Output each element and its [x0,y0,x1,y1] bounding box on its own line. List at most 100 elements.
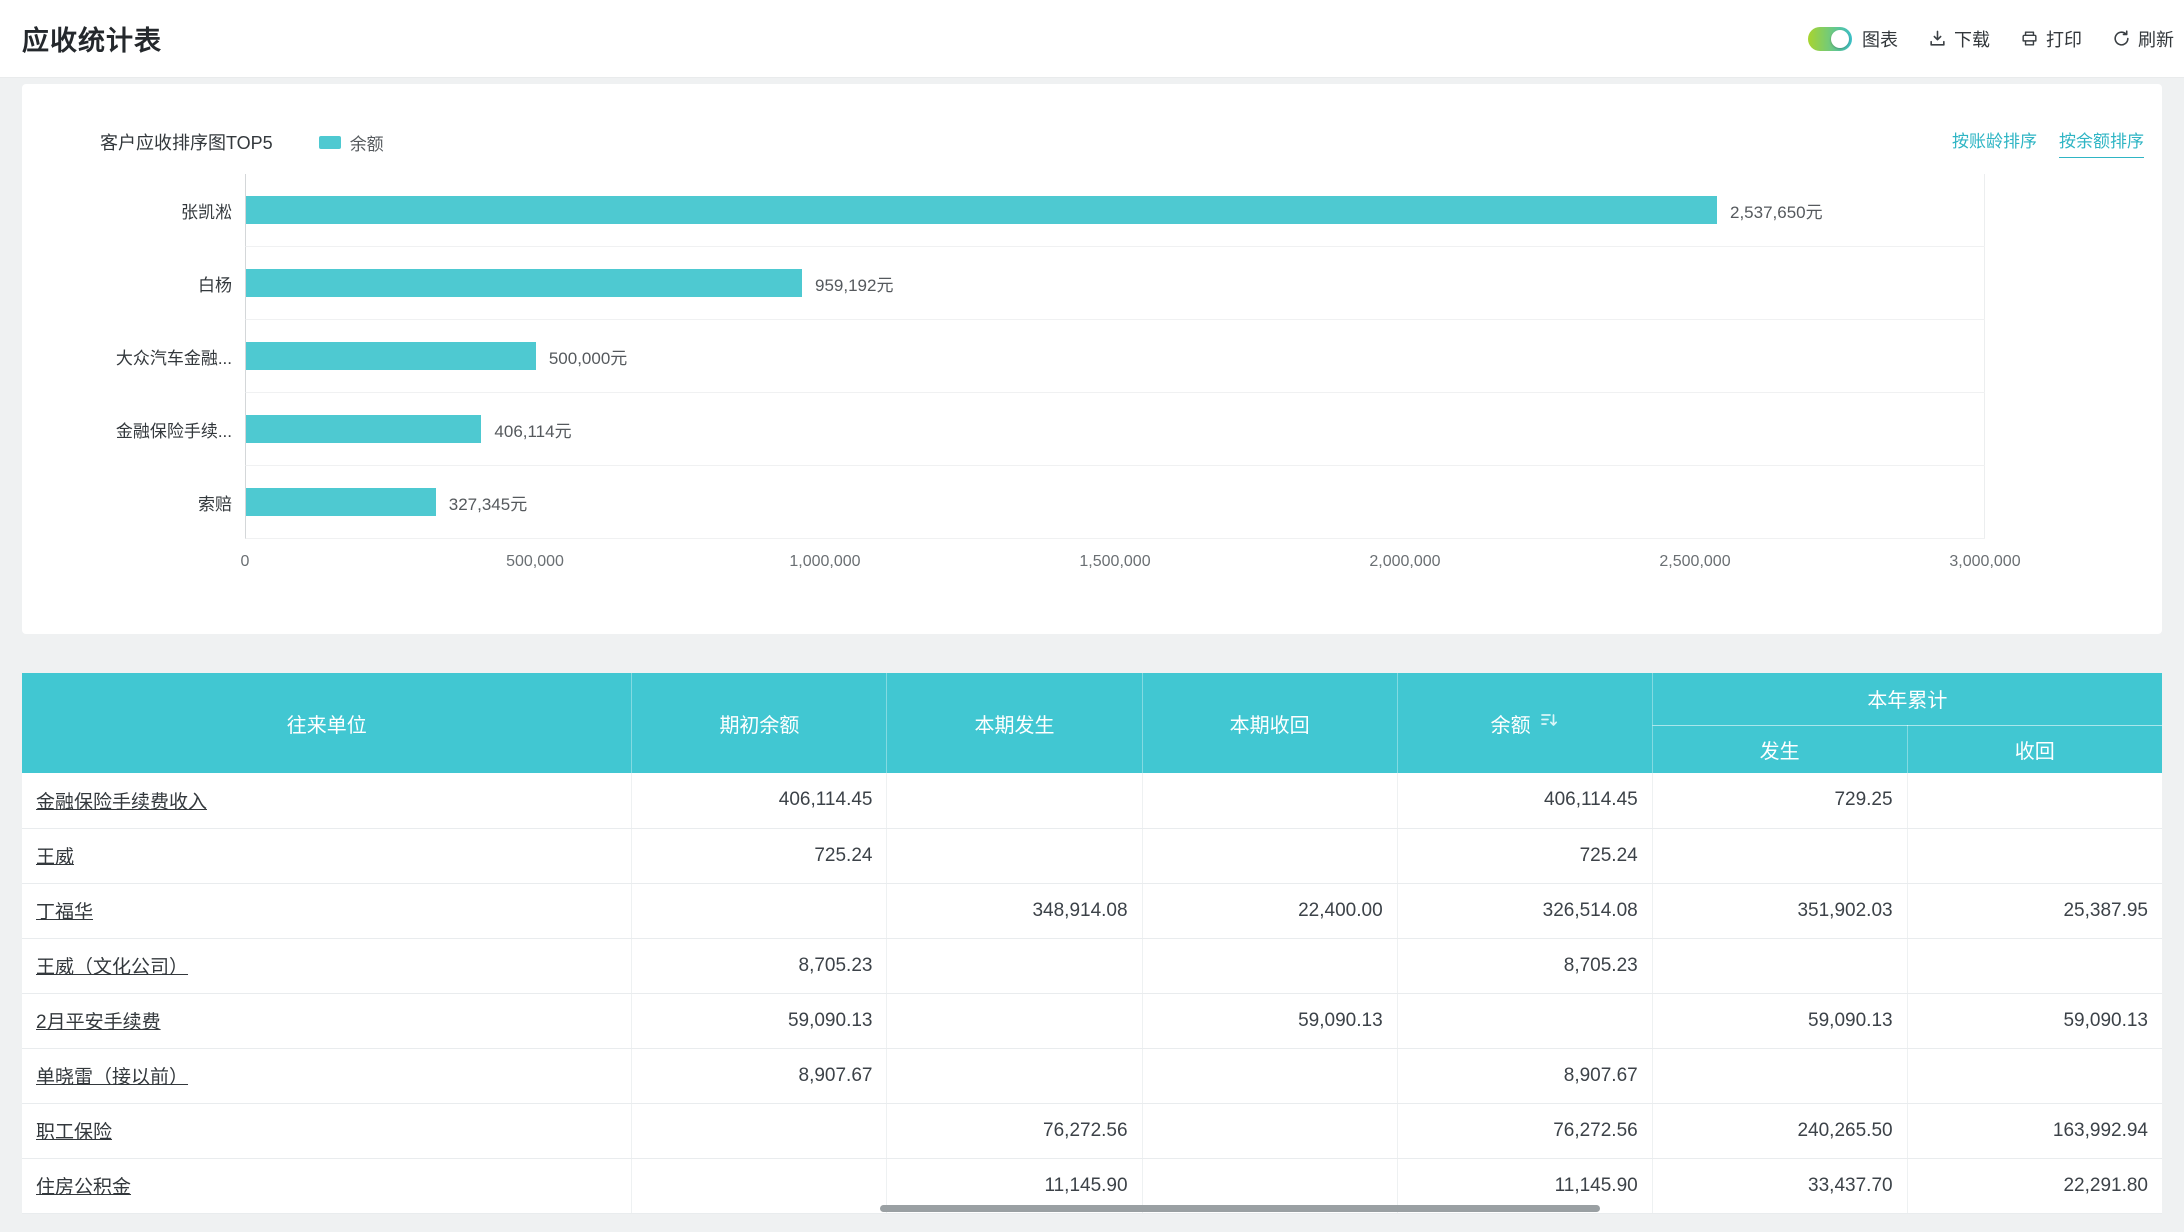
chart-legend: 余额 [318,130,384,155]
cell-ytd-recovered: 59,090.13 [1907,993,2162,1049]
col-header-current-incurred: 本期发生 [886,673,1143,773]
cell-ytd-recovered: 163,992.94 [1907,1103,2162,1159]
cell-balance: 8,705.23 [1397,938,1653,994]
receivables-table: 往来单位 期初余额 本期发生 本期收回 余额 本年累计 [22,673,2162,1214]
download-button[interactable]: 下载 [1928,26,1990,52]
cell-ytd-incurred: 351,902.03 [1652,883,1908,939]
print-button[interactable]: 打印 [2020,26,2082,52]
col-header-ytd-incurred: 发生 [1652,725,1908,773]
bar-value-label: 500,000元 [548,348,628,368]
cell-balance: 725.24 [1397,828,1653,884]
bar-chart: 张凯淞 2,537,650元 白杨 959,192元 大众汽车金融... 500… [22,174,2162,579]
cell-recovered [1142,773,1398,829]
cell-balance [1397,993,1653,1049]
company-link[interactable]: 职工保险 [36,1122,113,1143]
cell-incurred [886,993,1143,1049]
x-tick-label: 2,500,000 [1659,553,1731,570]
sort-by-balance-link[interactable]: 按余额排序 [2059,127,2144,158]
bar-track: 327,345元 [245,466,1985,539]
cell-balance: 76,272.56 [1397,1103,1653,1159]
cell-opening: 725.24 [631,828,888,884]
chart-title: 客户应收排序图TOP5 [100,133,273,153]
bar-category-label: 索赔 [198,495,232,514]
chart-toggle-label: 图表 [1862,29,1898,50]
chart-header: 客户应收排序图TOP5 余额 按账龄排序 按余额排序 [22,84,2162,174]
bar-row: 白杨 959,192元 [22,247,2162,320]
company-link[interactable]: 丁福华 [36,902,94,923]
col-header-company: 往来单位 [22,673,633,773]
cell-incurred [886,773,1143,829]
company-link[interactable]: 王威（文化公司） [36,957,189,978]
bar-track: 500,000元 [245,320,1985,393]
cell-opening: 59,090.13 [631,993,888,1049]
bar-track: 2,537,650元 [245,174,1985,247]
bar-value-label: 327,345元 [448,494,528,514]
cell-incurred: 76,272.56 [886,1103,1143,1159]
cell-opening [631,883,888,939]
bar[interactable] [246,415,482,443]
legend-label: 余额 [349,134,384,154]
download-icon [1928,29,1947,48]
cell-recovered [1142,1048,1398,1104]
x-tick-label: 500,000 [506,553,564,570]
bar-value-label: 2,537,650元 [1729,202,1823,222]
sort-options: 按账龄排序 按余额排序 [1952,127,2144,158]
bar-row: 张凯淞 2,537,650元 [22,174,2162,247]
company-link[interactable]: 2月平安手续费 [36,1012,161,1033]
bar-category-label: 白杨 [198,276,232,295]
receivables-table-card: 往来单位 期初余额 本期发生 本期收回 余额 本年累计 [22,673,2162,1214]
sort-by-aging-link[interactable]: 按账龄排序 [1952,131,2037,151]
toolbar: 图表 下载 打印 刷新 [1808,26,2174,52]
bar[interactable] [246,269,802,297]
company-link[interactable]: 住房公积金 [36,1177,132,1198]
col-header-opening-balance: 期初余额 [631,673,888,773]
bar-value-label: 959,192元 [815,275,894,295]
bar[interactable] [246,196,1717,224]
company-link[interactable]: 王威 [36,847,75,868]
col-header-balance: 余额 [1397,673,1653,773]
bar-category-label: 张凯淞 [181,203,232,222]
cell-ytd-incurred: 729.25 [1652,773,1908,829]
cell-incurred [886,938,1143,994]
cell-recovered [1142,1103,1398,1159]
bar-track: 406,114元 [245,393,1985,466]
cell-opening [631,1158,888,1214]
table-row: 丁福华 348,914.08 22,400.00 326,514.08 351,… [22,883,2162,939]
legend-swatch [318,135,341,149]
cell-recovered [1142,1158,1398,1214]
cell-opening [631,1103,888,1159]
bar-value-label: 406,114元 [494,421,572,441]
cell-ytd-recovered: 25,387.95 [1907,883,2162,939]
cell-balance: 406,114.45 [1397,773,1653,829]
col-header-current-recovered: 本期收回 [1142,673,1398,773]
cell-incurred: 11,145.90 [886,1158,1143,1214]
cell-ytd-incurred [1652,1048,1908,1104]
cell-opening: 8,907.67 [631,1048,888,1104]
cell-ytd-recovered: 22,291.80 [1907,1158,2162,1214]
cell-recovered [1142,828,1398,884]
bar-row: 索赔 327,345元 [22,466,2162,539]
cell-ytd-incurred [1652,828,1908,884]
x-tick-label: 2,000,000 [1369,553,1441,570]
cell-opening: 8,705.23 [631,938,888,994]
company-link[interactable]: 单晓雷（接以前） [36,1067,189,1088]
bar[interactable] [246,342,536,370]
cell-ytd-recovered [1907,938,2162,994]
cell-incurred: 348,914.08 [886,883,1143,939]
sort-descending-icon[interactable] [1539,710,1559,736]
table-row: 金融保险手续费收入 406,114.45 406,114.45 729.25 [22,773,2162,829]
bar-category-label: 大众汽车金融... [115,349,232,368]
company-link[interactable]: 金融保险手续费收入 [36,791,208,813]
horizontal-scrollbar-thumb[interactable] [880,1204,1600,1212]
bar[interactable] [246,488,436,516]
bar-row: 金融保险手续... 406,114元 [22,393,2162,466]
cell-ytd-incurred: 240,265.50 [1652,1103,1908,1159]
print-icon [2020,29,2039,48]
refresh-button[interactable]: 刷新 [2112,26,2174,52]
chart-toggle[interactable] [1808,26,1852,51]
table-row: 职工保险 76,272.56 76,272.56 240,265.50 163,… [22,1103,2162,1159]
x-tick-label: 1,000,000 [789,553,861,570]
cell-balance: 11,145.90 [1397,1158,1653,1214]
cell-ytd-incurred: 59,090.13 [1652,993,1908,1049]
table-row: 2月平安手续费 59,090.13 59,090.13 59,090.13 59… [22,993,2162,1049]
